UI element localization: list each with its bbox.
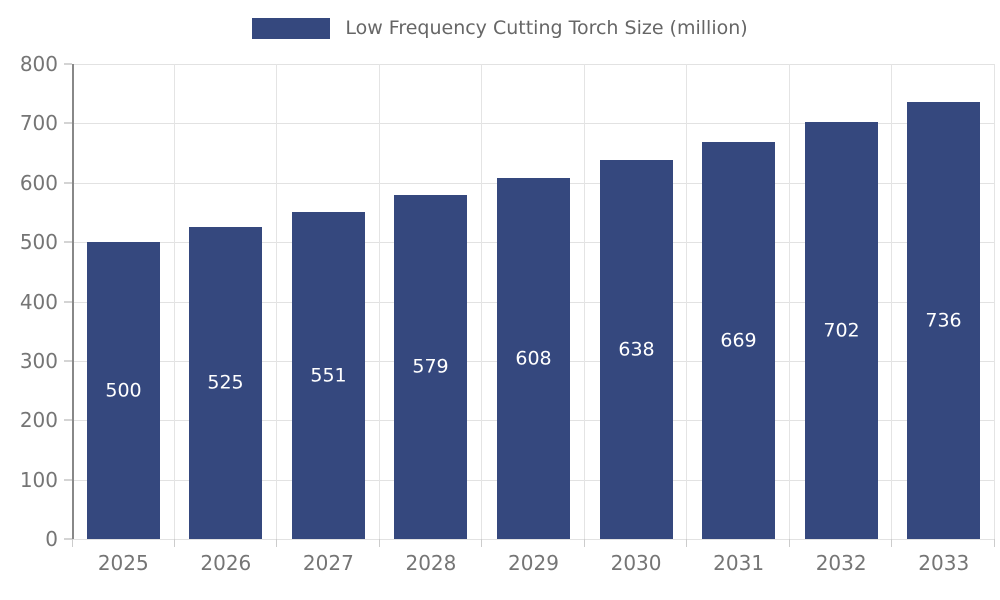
gridline-vertical bbox=[276, 64, 278, 539]
chart-legend: Low Frequency Cutting Torch Size (millio… bbox=[0, 14, 1000, 42]
x-tick-label: 2033 bbox=[918, 551, 970, 575]
gridline-vertical bbox=[788, 64, 790, 539]
plot-area: 0 100 200 300 400 500 600 700 800 500 2025 525 2026 5… bbox=[20, 54, 995, 573]
x-tick-label: 2028 bbox=[405, 551, 457, 575]
x-tick-label: 2030 bbox=[610, 551, 662, 575]
bar-value-label: 579 bbox=[412, 355, 449, 378]
gridline-vertical bbox=[378, 64, 380, 539]
x-tick-label: 2027 bbox=[302, 551, 354, 575]
x-axis-tick bbox=[686, 539, 688, 547]
x-tick-label: 2025 bbox=[97, 551, 149, 575]
legend-swatch bbox=[252, 17, 331, 39]
bar-value-label: 669 bbox=[720, 329, 757, 351]
bar-value-label: 608 bbox=[515, 347, 552, 369]
x-axis-tick bbox=[891, 539, 893, 547]
legend-label: Low Frequency Cutting Torch Size (millio… bbox=[345, 16, 748, 39]
gridline-vertical bbox=[481, 64, 483, 539]
gridline-vertical bbox=[583, 64, 585, 539]
gridline-vertical bbox=[994, 64, 995, 539]
gridline-vertical bbox=[173, 64, 175, 539]
bar: 579 bbox=[394, 195, 467, 539]
bar: 551 bbox=[292, 212, 365, 539]
bar: 702 bbox=[805, 122, 878, 539]
y-tick-label: 500 bbox=[19, 230, 58, 255]
bar-value-label: 702 bbox=[823, 319, 860, 341]
x-tick-label: 2029 bbox=[508, 551, 559, 575]
bar: 608 bbox=[497, 178, 570, 539]
gridline-horizontal bbox=[72, 539, 995, 540]
bar-value-label: 551 bbox=[310, 364, 347, 386]
x-axis-tick bbox=[788, 539, 790, 547]
y-tick-label: 400 bbox=[19, 289, 58, 314]
gridline-vertical bbox=[686, 64, 688, 539]
y-axis-tick bbox=[64, 63, 72, 65]
y-axis-tick bbox=[64, 300, 72, 303]
y-tick-label: 200 bbox=[19, 408, 58, 433]
bar-value-label: 638 bbox=[618, 338, 655, 360]
y-axis-line bbox=[72, 64, 74, 539]
y-tick-label: 700 bbox=[19, 111, 58, 136]
x-tick-label: 2032 bbox=[815, 551, 867, 575]
y-axis-tick bbox=[64, 122, 72, 125]
x-tick-label: 2026 bbox=[200, 551, 252, 575]
gridline-horizontal bbox=[72, 123, 995, 125]
x-tick-label: 2031 bbox=[713, 551, 765, 575]
x-axis-tick bbox=[994, 539, 995, 547]
y-axis-tick bbox=[64, 478, 72, 481]
y-tick-label: 0 bbox=[45, 527, 58, 551]
y-axis-tick bbox=[64, 181, 72, 184]
y-tick-label: 100 bbox=[19, 467, 58, 492]
x-axis-tick bbox=[276, 539, 278, 547]
bar-value-label: 525 bbox=[207, 371, 244, 394]
bar: 669 bbox=[702, 142, 775, 539]
y-tick-label: 800 bbox=[19, 52, 58, 76]
y-axis-tick bbox=[64, 538, 72, 540]
x-axis-tick bbox=[72, 539, 73, 547]
bar-value-label: 500 bbox=[105, 379, 142, 401]
bar: 736 bbox=[907, 102, 980, 539]
y-axis-tick bbox=[64, 359, 72, 362]
x-axis-tick bbox=[481, 539, 483, 547]
x-axis-tick bbox=[583, 539, 585, 547]
bar: 500 bbox=[87, 242, 160, 539]
gridline-horizontal bbox=[72, 64, 995, 65]
x-axis-tick bbox=[378, 539, 380, 547]
y-tick-label: 600 bbox=[19, 170, 58, 195]
bar: 638 bbox=[600, 160, 673, 539]
y-axis-tick bbox=[64, 241, 72, 244]
y-tick-label: 300 bbox=[19, 348, 58, 373]
x-axis-tick bbox=[173, 539, 175, 547]
gridline-vertical bbox=[891, 64, 893, 539]
bar: 525 bbox=[189, 227, 262, 539]
y-axis-tick bbox=[64, 419, 72, 422]
bar-value-label: 736 bbox=[925, 309, 962, 331]
